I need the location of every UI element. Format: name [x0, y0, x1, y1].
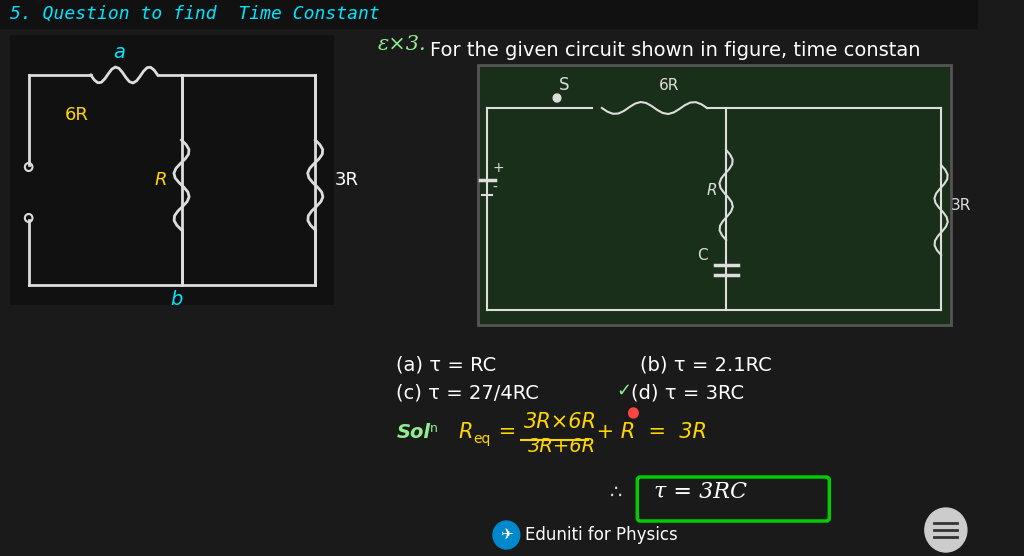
- Text: n: n: [430, 422, 438, 435]
- Text: S: S: [558, 76, 569, 94]
- Text: 6R: 6R: [65, 106, 88, 124]
- Text: τ = 3RC: τ = 3RC: [654, 481, 748, 503]
- Text: =: =: [493, 422, 523, 442]
- Text: C: C: [697, 248, 708, 263]
- Text: ∴: ∴: [610, 483, 623, 502]
- Bar: [0, 0, 978, 28]
- Text: For the given circuit shown in figure, time constan: For the given circuit shown in figure, t…: [430, 41, 921, 59]
- Text: 5. Question to find  Time Constant: 5. Question to find Time Constant: [9, 5, 379, 23]
- Text: ✓: ✓: [616, 382, 632, 400]
- Circle shape: [925, 508, 967, 552]
- Text: (a) τ = RC: (a) τ = RC: [396, 355, 497, 374]
- Text: 3R: 3R: [950, 198, 971, 213]
- Text: Eduniti for Physics: Eduniti for Physics: [525, 526, 678, 544]
- Text: + R  =  3R: + R = 3R: [591, 422, 708, 442]
- Circle shape: [629, 408, 638, 418]
- Text: +: +: [493, 161, 504, 175]
- Bar: [9, 35, 335, 305]
- Text: 3R: 3R: [335, 171, 358, 189]
- Circle shape: [553, 94, 561, 102]
- Text: R: R: [459, 422, 473, 442]
- Text: (d) τ = 3RC: (d) τ = 3RC: [631, 383, 743, 402]
- Text: R: R: [707, 183, 718, 198]
- Circle shape: [493, 521, 520, 549]
- Text: (b) τ = 2.1RC: (b) τ = 2.1RC: [640, 355, 772, 374]
- Text: b: b: [171, 290, 183, 309]
- Text: Sol: Sol: [396, 423, 430, 442]
- Text: R: R: [155, 171, 167, 189]
- Text: ✈: ✈: [500, 528, 513, 543]
- Text: ε×3.: ε×3.: [378, 35, 426, 54]
- Text: 6R: 6R: [658, 78, 679, 93]
- Text: -: -: [493, 181, 497, 195]
- Text: (c) τ = 27/4RC: (c) τ = 27/4RC: [396, 383, 540, 402]
- Text: 3R+6R: 3R+6R: [528, 437, 596, 456]
- Bar: [478, 65, 950, 325]
- FancyBboxPatch shape: [637, 477, 829, 521]
- Text: 3R×6R: 3R×6R: [523, 412, 597, 432]
- Text: a: a: [114, 43, 125, 62]
- Text: eq: eq: [473, 432, 490, 446]
